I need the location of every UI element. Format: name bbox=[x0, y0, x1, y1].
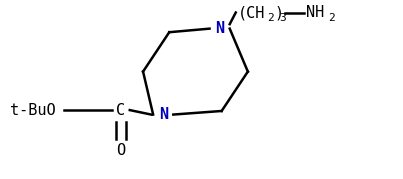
Text: t-BuO: t-BuO bbox=[10, 103, 56, 118]
Text: O: O bbox=[116, 143, 125, 158]
Text: 2: 2 bbox=[328, 13, 334, 23]
Text: ): ) bbox=[274, 5, 283, 20]
Text: (CH: (CH bbox=[238, 5, 265, 20]
Text: N: N bbox=[159, 107, 168, 122]
Text: N: N bbox=[215, 21, 224, 36]
Text: 2: 2 bbox=[267, 13, 274, 23]
Text: NH: NH bbox=[306, 5, 324, 20]
Text: 3: 3 bbox=[279, 13, 286, 23]
Text: C: C bbox=[116, 103, 125, 118]
